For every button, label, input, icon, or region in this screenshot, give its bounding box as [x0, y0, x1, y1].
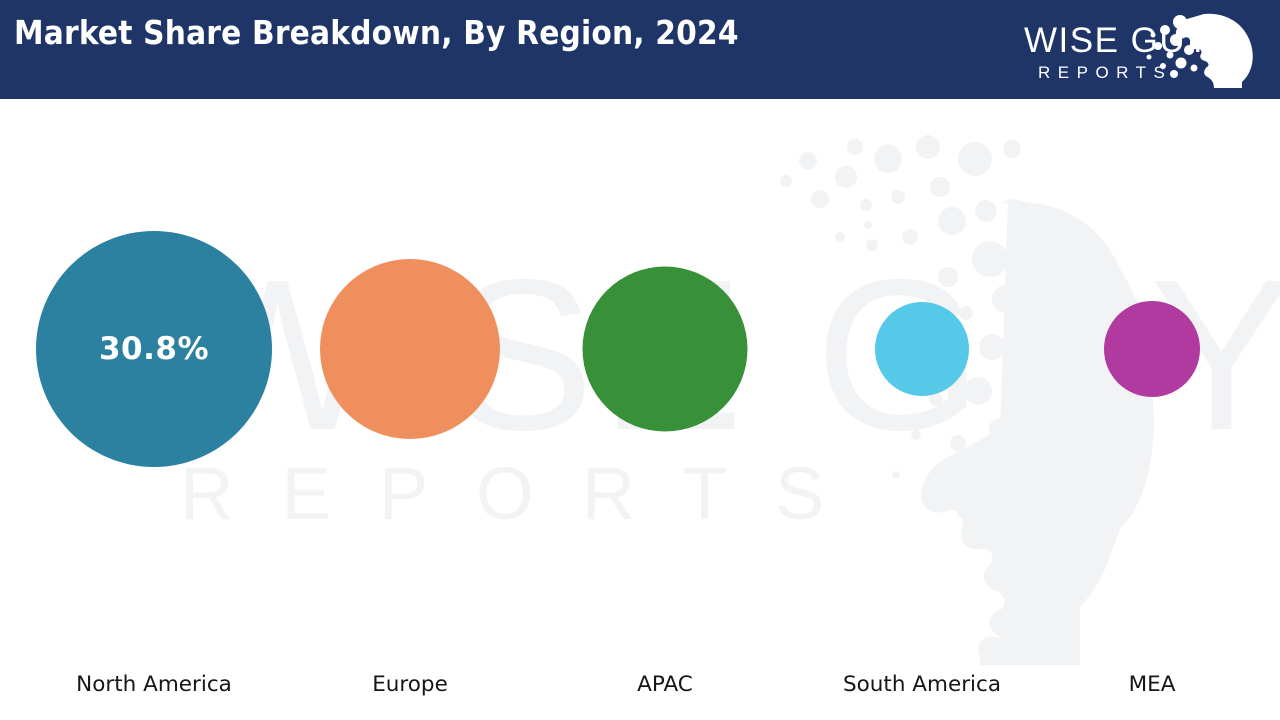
chart-plot-area: WISE GUY REPORTS	[0, 99, 1280, 720]
bubble-value-label: 30.8%	[98, 331, 210, 367]
category-label-mea: MEA	[1128, 672, 1176, 697]
page-title: Market Share Breakdown, By Region, 2024	[14, 13, 739, 52]
category-label-apac: APAC	[637, 672, 693, 697]
bubble-apac[interactable]	[582, 266, 748, 432]
bubble-mea[interactable]	[1104, 301, 1200, 397]
category-label-europe: Europe	[372, 672, 448, 697]
category-label-south-america: South America	[842, 672, 1002, 697]
svg-text:WISE GUY: WISE GUY	[1024, 21, 1211, 60]
category-label-north-america: North America	[76, 672, 232, 697]
bubble-north-america[interactable]: 30.8%	[36, 231, 272, 467]
svg-text:REPORTS: REPORTS	[180, 452, 872, 535]
bubble-south-america[interactable]	[875, 302, 969, 396]
wise-guy-reports-logo: WISE GUY REPORTS	[1018, 8, 1268, 90]
svg-text:REPORTS: REPORTS	[1038, 63, 1172, 82]
bubble-europe[interactable]	[320, 259, 500, 439]
header-bar: Market Share Breakdown, By Region, 2024	[0, 0, 1280, 99]
